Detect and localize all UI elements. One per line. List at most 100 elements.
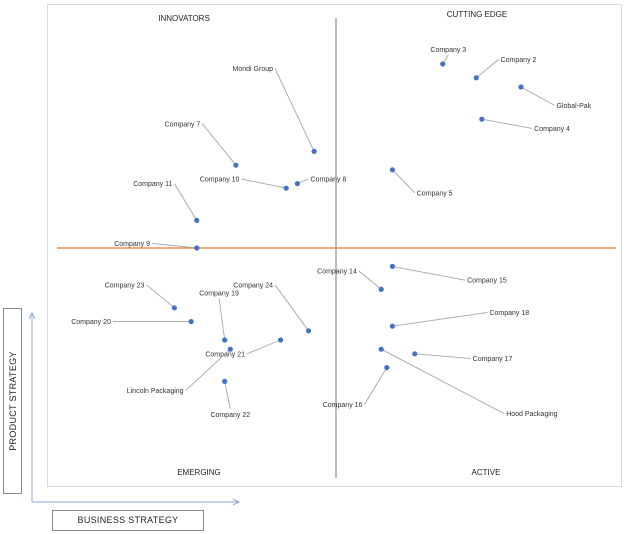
x-axis-arrowhead — [232, 498, 241, 506]
leader-line-company-9 — [151, 242, 197, 249]
leader-line-company-15 — [392, 265, 466, 281]
leader-line-mondi-group — [274, 68, 315, 152]
data-point-company-7 — [233, 162, 239, 168]
quadrant-label-bottom-right: ACTIVE — [472, 468, 501, 477]
point-group-company-21: Company 21 — [205, 337, 284, 358]
point-label-company-8: Company 8 — [311, 177, 347, 184]
point-label-company-11: Company 11 — [133, 181, 172, 188]
leader-line-company-4 — [481, 118, 533, 129]
point-group-global-pak: Global-Pak — [518, 84, 592, 110]
x-axis-label: BUSINESS STRATEGY — [77, 515, 179, 525]
point-group-mondi-group: Mondi Group — [233, 66, 317, 154]
data-point-company-10 — [283, 185, 289, 191]
data-point-company-16 — [384, 365, 390, 371]
leader-line-company-23 — [146, 284, 175, 309]
point-label-company-14: Company 14 — [317, 269, 357, 276]
data-point-company-3 — [440, 61, 446, 67]
point-label-company-7: Company 7 — [165, 121, 201, 128]
leader-line-company-11 — [174, 183, 198, 221]
leader-line-company-5 — [392, 169, 416, 194]
data-point-company-4 — [479, 116, 485, 122]
point-label-company-3: Company 3 — [430, 47, 466, 54]
leader-line-company-17 — [414, 353, 471, 359]
chart-frame — [47, 4, 622, 487]
point-label-company-16: Company 16 — [323, 402, 363, 409]
data-point-company-5 — [389, 167, 395, 173]
point-group-company-10: Company 10 — [200, 177, 289, 191]
point-label-company-17: Company 17 — [473, 356, 513, 363]
leader-line-company-16 — [364, 367, 388, 405]
data-point-company-15 — [389, 263, 395, 269]
data-point-company-14 — [378, 286, 384, 292]
leader-line-company-14 — [358, 270, 382, 290]
leader-line-company-2 — [475, 59, 499, 79]
leader-line-lincoln-packaging — [185, 348, 231, 391]
data-point-lincoln-packaging — [227, 346, 233, 352]
data-point-mondi-group — [311, 148, 317, 154]
point-label-hood-packaging: Hood Packaging — [506, 411, 557, 418]
point-group-company-3: Company 3 — [430, 47, 466, 67]
leader-line-company-7 — [201, 123, 237, 166]
quadrant-label-bottom-left: EMERGING — [177, 468, 221, 477]
point-group-company-19: Company 19 — [199, 291, 239, 343]
data-point-hood-packaging — [378, 346, 384, 352]
point-group-company-17: Company 17 — [412, 351, 512, 363]
point-group-company-5: Company 5 — [389, 167, 453, 197]
point-label-company-2: Company 2 — [501, 57, 537, 64]
point-label-mondi-group: Mondi Group — [233, 66, 274, 73]
data-point-company-23 — [171, 305, 177, 311]
point-label-company-15: Company 15 — [467, 278, 507, 285]
point-label-company-9: Company 9 — [114, 241, 150, 248]
data-point-company-18 — [389, 323, 395, 329]
leader-line-company-10 — [241, 178, 287, 189]
data-point-company-21 — [278, 337, 284, 343]
point-group-lincoln-packaging: Lincoln Packaging — [127, 346, 233, 395]
point-label-company-10: Company 10 — [200, 177, 240, 184]
point-group-company-18: Company 18 — [389, 310, 529, 329]
point-group-company-8: Company 8 — [294, 177, 347, 187]
points-layer: Mondi Group Company 7 Company 10 Company 8 C… — [71, 47, 591, 419]
data-point-company-22 — [222, 378, 228, 384]
quadrant-label-top-left: INNOVATORS — [158, 14, 210, 23]
leader-line-company-22 — [224, 381, 231, 410]
leader-line-company-19 — [218, 298, 226, 341]
data-point-company-19 — [222, 337, 228, 343]
data-point-company-24 — [305, 328, 312, 334]
point-group-company-16: Company 16 — [323, 365, 390, 409]
point-group-company-23: Company 23 — [105, 282, 177, 311]
point-label-global-pak: Global-Pak — [557, 103, 592, 110]
data-point-company-9 — [194, 245, 200, 251]
data-point-company-17 — [412, 351, 418, 357]
point-label-company-22: Company 22 — [210, 412, 250, 419]
point-group-company-4: Company 4 — [479, 116, 570, 133]
point-group-company-11: Company 11 — [133, 181, 200, 223]
leader-line-global-pak — [520, 86, 555, 106]
data-point-company-8 — [294, 181, 300, 187]
quadrant-label-top-right: CUTTING EDGE — [447, 10, 507, 19]
leader-line-hood-packaging — [381, 348, 505, 414]
point-group-company-7: Company 7 — [165, 121, 239, 168]
data-point-global-pak — [518, 84, 524, 90]
point-group-company-2: Company 2 — [473, 57, 537, 81]
point-label-company-23: Company 23 — [105, 282, 145, 289]
y-axis-label-box: PRODUCT STRATEGY — [3, 308, 22, 494]
point-group-hood-packaging: Hood Packaging — [378, 346, 558, 418]
point-label-company-21: Company 21 — [205, 351, 245, 358]
point-label-company-18: Company 18 — [489, 310, 529, 317]
point-label-company-20: Company 20 — [71, 319, 111, 326]
leader-line-company-18 — [392, 311, 488, 327]
point-label-company-19: Company 19 — [199, 291, 239, 298]
point-group-company-22: Company 22 — [210, 378, 250, 419]
data-point-company-11 — [194, 217, 200, 223]
point-label-company-5: Company 5 — [417, 190, 453, 197]
y-axis-arrowhead — [28, 311, 36, 320]
point-label-company-24: Company 24 — [233, 282, 273, 289]
point-group-company-14: Company 14 — [317, 269, 384, 292]
leader-line-company-21 — [246, 339, 281, 355]
point-group-company-15: Company 15 — [389, 263, 507, 285]
data-point-company-20 — [188, 319, 194, 325]
data-point-company-2 — [473, 75, 479, 81]
x-axis-label-box: BUSINESS STRATEGY — [52, 510, 204, 531]
